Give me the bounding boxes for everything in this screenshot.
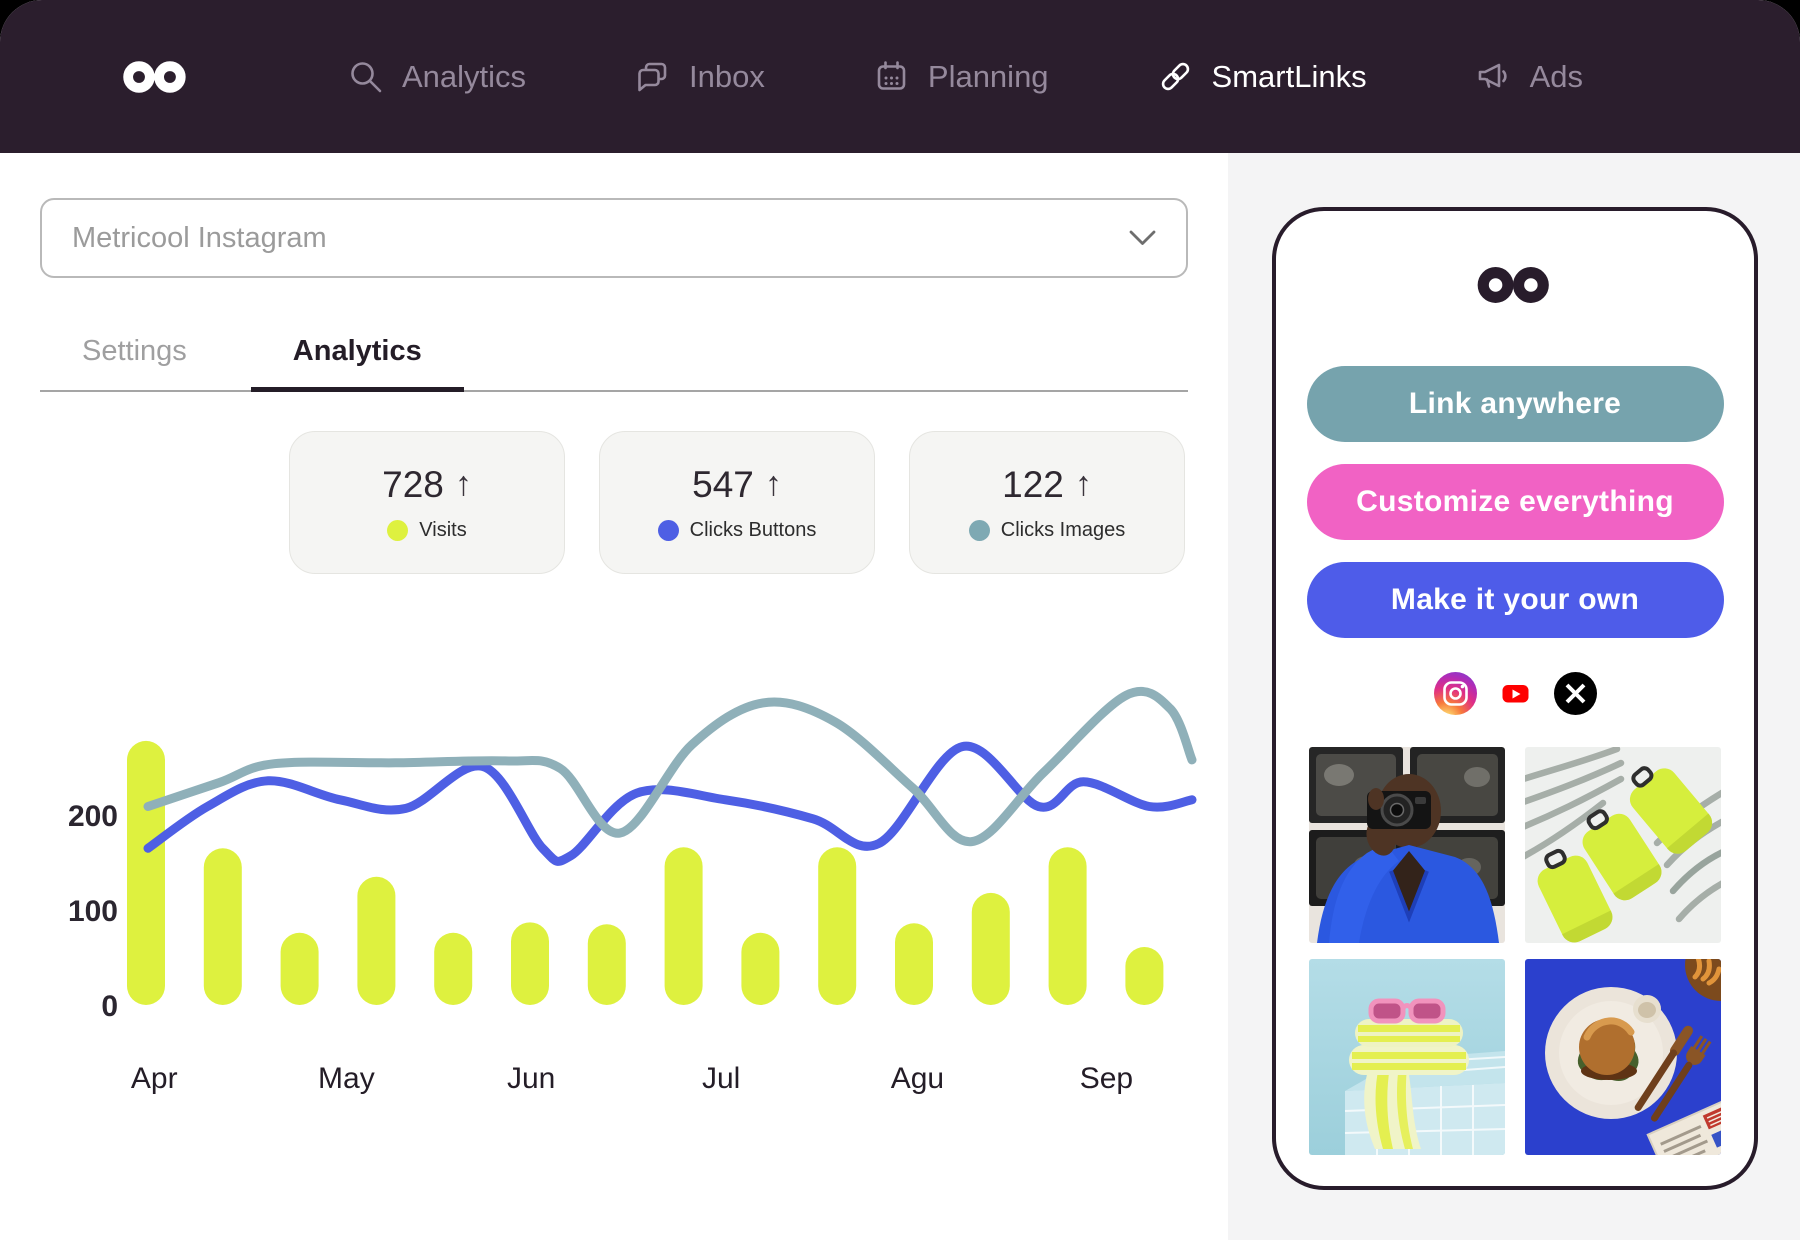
x-axis-month-label: Apr — [131, 1062, 178, 1095]
x-twitter-icon[interactable] — [1553, 672, 1597, 715]
nav-item-planning[interactable]: Planning — [873, 58, 1049, 95]
chart-bar — [1125, 947, 1164, 1005]
youtube-icon[interactable] — [1493, 672, 1537, 715]
clicks-buttons-dot — [657, 519, 679, 541]
stat-value: 122 ↑ — [1002, 464, 1092, 506]
nav-label: Inbox — [689, 58, 765, 94]
tab-settings[interactable]: Settings — [82, 335, 187, 367]
y-axis-tick: 100 — [68, 895, 118, 928]
stat-label: Visits — [419, 518, 467, 541]
up-arrow-icon: ↑ — [764, 465, 782, 503]
stat-label-row: Visits — [387, 518, 467, 542]
metricool-logo-icon[interactable] — [123, 59, 189, 95]
analytics-content: Metricool Instagram Settings Analytics 7… — [0, 153, 1228, 1240]
stat-number: 122 — [1002, 463, 1064, 505]
grid-image-photographer[interactable] — [1309, 747, 1505, 943]
chart-line-clicks-buttons — [143, 741, 1197, 866]
stat-card-clicks-buttons: 547 ↑ Clicks Buttons — [599, 431, 875, 574]
link-button-2[interactable]: Customize everything — [1306, 464, 1724, 540]
chart-bar — [971, 892, 1010, 1005]
smartlink-preview-panel: Link anywhere Customize everything Make … — [1228, 153, 1800, 1240]
nav-item-ads[interactable]: Ads — [1475, 58, 1583, 95]
nav-label: Ads — [1529, 58, 1584, 94]
profile-selector-value: Metricool Instagram — [72, 221, 327, 254]
chart-bar — [511, 922, 549, 1005]
y-axis-tick: 200 — [68, 800, 118, 833]
grid-image-burger[interactable] — [1525, 959, 1721, 1155]
x-axis-month-label: Sep — [1080, 1062, 1133, 1095]
tab-analytics[interactable]: Analytics — [250, 315, 464, 392]
stat-label-row: Clicks Images — [968, 518, 1126, 542]
social-icons-row — [1276, 672, 1754, 715]
stat-value: 547 ↑ — [692, 464, 782, 506]
stat-label-row: Clicks Buttons — [657, 518, 817, 542]
visits-dot — [387, 519, 409, 541]
chat-icon — [638, 62, 667, 92]
clicks-images-dot — [968, 519, 990, 541]
chevron-down-icon — [1129, 230, 1156, 245]
tab-bar: Settings Analytics — [40, 315, 1188, 392]
link-icon — [1161, 62, 1189, 91]
chart-bar — [818, 847, 857, 1005]
metricool-logo-icon — [1477, 267, 1549, 303]
chart-bar — [664, 847, 703, 1005]
x-axis-month-label: Agu — [891, 1062, 944, 1095]
chart-bar — [895, 923, 933, 1005]
nav-item-analytics[interactable]: Analytics — [347, 58, 526, 95]
stat-label: Clicks Images — [1000, 518, 1126, 541]
search-icon — [351, 62, 382, 93]
nav-label: Analytics — [402, 58, 527, 94]
chart-bar — [280, 932, 319, 1005]
grid-image-towels[interactable] — [1309, 959, 1505, 1155]
stat-cards: 728 ↑ Visits 547 ↑ Clicks Buttons — [289, 431, 1185, 574]
calendar-icon — [877, 61, 906, 90]
nav-label: Planning — [927, 58, 1049, 94]
chart-bar — [1048, 847, 1087, 1005]
grid-image-suitcases[interactable] — [1525, 747, 1721, 943]
chart-bar — [587, 924, 626, 1005]
stat-number: 547 — [692, 463, 754, 505]
chart-bar — [127, 740, 165, 1005]
stat-card-clicks-images: 122 ↑ Clicks Images — [909, 431, 1185, 574]
x-axis-month-label: May — [318, 1062, 375, 1095]
stat-number: 728 — [382, 463, 444, 505]
nav-label: SmartLinks — [1211, 58, 1367, 94]
stat-label: Clicks Buttons — [689, 518, 817, 541]
main-nav: Analytics Inbox Planning — [347, 58, 1583, 95]
megaphone-icon — [1478, 63, 1507, 88]
instagram-icon[interactable] — [1433, 672, 1477, 715]
up-arrow-icon: ↑ — [454, 465, 472, 503]
stat-value: 728 ↑ — [382, 464, 472, 506]
x-axis-month-label: Jul — [702, 1062, 740, 1095]
top-navigation-bar: Analytics Inbox Planning — [0, 0, 1800, 153]
link-button-3[interactable]: Make it your own — [1306, 562, 1724, 638]
nav-item-smartlinks[interactable]: SmartLinks — [1157, 58, 1367, 95]
phone-mockup: Link anywhere Customize everything Make … — [1272, 207, 1758, 1190]
link-button-1[interactable]: Link anywhere — [1306, 366, 1724, 442]
stat-card-visits: 728 ↑ Visits — [289, 431, 565, 574]
x-axis-month-label: Jun — [507, 1062, 555, 1095]
analytics-chart: 0 100 200 Apr May Jun Jul Agu Sep — [68, 686, 1197, 1095]
chart-line-clicks-images — [143, 686, 1197, 847]
image-grid — [1309, 747, 1721, 1155]
nav-item-inbox[interactable]: Inbox — [634, 58, 765, 95]
profile-selector-dropdown[interactable]: Metricool Instagram — [40, 198, 1188, 278]
y-axis-tick: 0 — [101, 990, 118, 1023]
chart-bar — [741, 932, 780, 1005]
chart-bar — [203, 848, 242, 1005]
up-arrow-icon: ↑ — [1074, 465, 1092, 503]
chart-bar — [434, 932, 473, 1005]
chart-bar — [357, 876, 396, 1005]
